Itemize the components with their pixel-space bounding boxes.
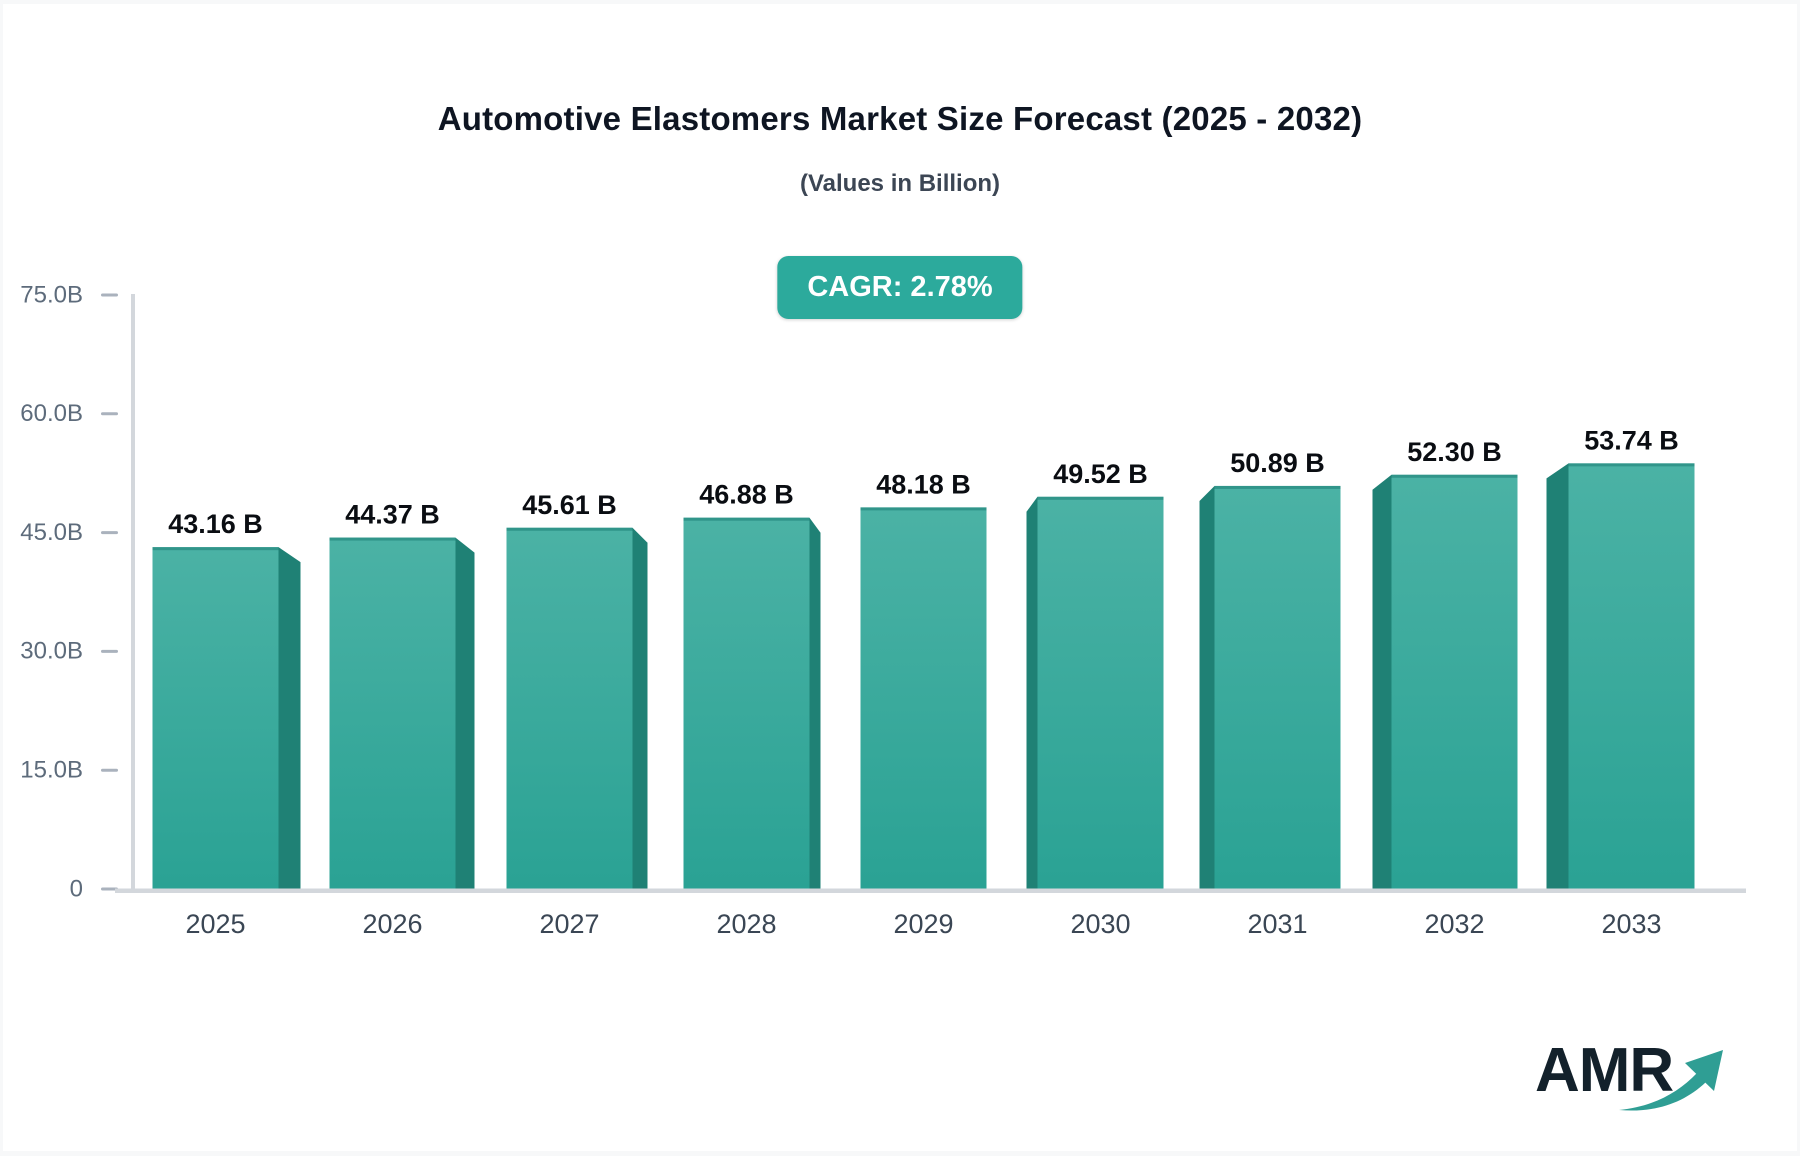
bar-value-label: 49.52 B [1053, 459, 1148, 489]
y-axis-tick-label: 60.0B [20, 400, 83, 427]
bar-front-face [1391, 474, 1518, 889]
chart-title: Automotive Elastomers Market Size Foreca… [437, 100, 1363, 137]
bar-2028[interactable]: 46.88 B [683, 480, 821, 889]
bar-front-face [1214, 485, 1341, 889]
y-axis-tick [101, 649, 118, 653]
bar-front-face [329, 537, 456, 889]
y-axis-tick [101, 887, 118, 891]
bar-top-edge [683, 517, 810, 521]
amr-logo-text: AMR [1535, 1036, 1674, 1105]
chart-card: Automotive Elastomers Market Size Foreca… [3, 4, 1797, 1151]
y-axis-tick-label: 75.0B [20, 281, 83, 308]
bar-value-label: 46.88 B [699, 480, 794, 510]
bar-front-face [1037, 496, 1164, 889]
bar-top-edge [1037, 496, 1164, 500]
bar-top-edge [506, 527, 633, 531]
bar-top-edge [860, 507, 987, 511]
bar-value-label: 44.37 B [345, 500, 440, 530]
x-axis-label: 2032 [1424, 909, 1484, 939]
bar-front-face [152, 547, 279, 889]
bar-top-edge [1214, 485, 1341, 489]
y-axis-line [131, 294, 135, 892]
x-axis-line [115, 888, 1746, 893]
y-axis-tick [101, 768, 118, 772]
bar-top-edge [1568, 463, 1695, 467]
bar-value-label: 52.30 B [1407, 437, 1502, 467]
bar-2029[interactable]: 48.18 B [860, 469, 987, 889]
bar-front-face [1568, 463, 1695, 889]
bar-front-face [506, 527, 633, 889]
bar-top-edge [329, 537, 456, 541]
y-axis-tick-label: 45.0B [20, 519, 83, 546]
bar-top-edge [152, 547, 279, 551]
bar-2031[interactable]: 50.89 B [1199, 448, 1341, 889]
bar-2027[interactable]: 45.61 B [506, 490, 648, 889]
bar-front-face [683, 517, 810, 889]
bar-top-edge [1391, 474, 1518, 478]
bar-side-face [1026, 496, 1038, 889]
bar-2025[interactable]: 43.16 B [152, 509, 301, 889]
bar-value-label: 45.61 B [522, 490, 617, 520]
bar-2033[interactable]: 53.74 B [1546, 425, 1695, 889]
bar-front-face [860, 507, 987, 889]
bar-2032[interactable]: 52.30 B [1372, 437, 1518, 889]
bar-side-face [1372, 474, 1392, 889]
y-axis-tick [101, 412, 118, 416]
x-axis-label: 2025 [185, 909, 245, 939]
x-axis-label: 2030 [1070, 909, 1130, 939]
bar-value-label: 43.16 B [168, 509, 263, 539]
bar-value-label: 50.89 B [1230, 448, 1325, 478]
bar-side-face [1199, 485, 1215, 889]
x-axis-label: 2027 [539, 909, 599, 939]
x-axis-label: 2029 [893, 909, 953, 939]
y-axis-tick-label: 30.0B [20, 638, 83, 665]
x-axis-label: 2033 [1601, 909, 1661, 939]
y-axis-tick [101, 293, 118, 297]
cagr-badge: CAGR: 2.78% [777, 256, 1023, 319]
amr-logo: AMR [1535, 1040, 1735, 1120]
chart-subtitle: (Values in Billion) [799, 170, 1001, 197]
x-axis-label: 2031 [1247, 909, 1307, 939]
y-axis-tick-label: 0 [70, 875, 83, 902]
bar-side-face [632, 527, 648, 889]
bar-side-face [1546, 463, 1569, 889]
growth-arrow-icon [1619, 1050, 1723, 1111]
bar-value-label: 53.74 B [1584, 425, 1679, 455]
x-axis-label: 2028 [716, 909, 776, 939]
bar-side-face [278, 547, 301, 889]
bar-chart: 0 15.0B 30.0B 45.0B 60.0B 75.0B 43.16 B 2025 44.… [20, 281, 1746, 939]
bar-side-face [809, 517, 821, 889]
bar-2026[interactable]: 44.37 B [329, 500, 475, 889]
y-axis-tick-label: 15.0B [20, 757, 83, 784]
bar-2030[interactable]: 49.52 B [1026, 459, 1164, 889]
bar-value-label: 48.18 B [876, 469, 971, 499]
y-axis-tick [101, 531, 118, 535]
x-axis-label: 2026 [362, 909, 422, 939]
bar-side-face [455, 537, 475, 889]
